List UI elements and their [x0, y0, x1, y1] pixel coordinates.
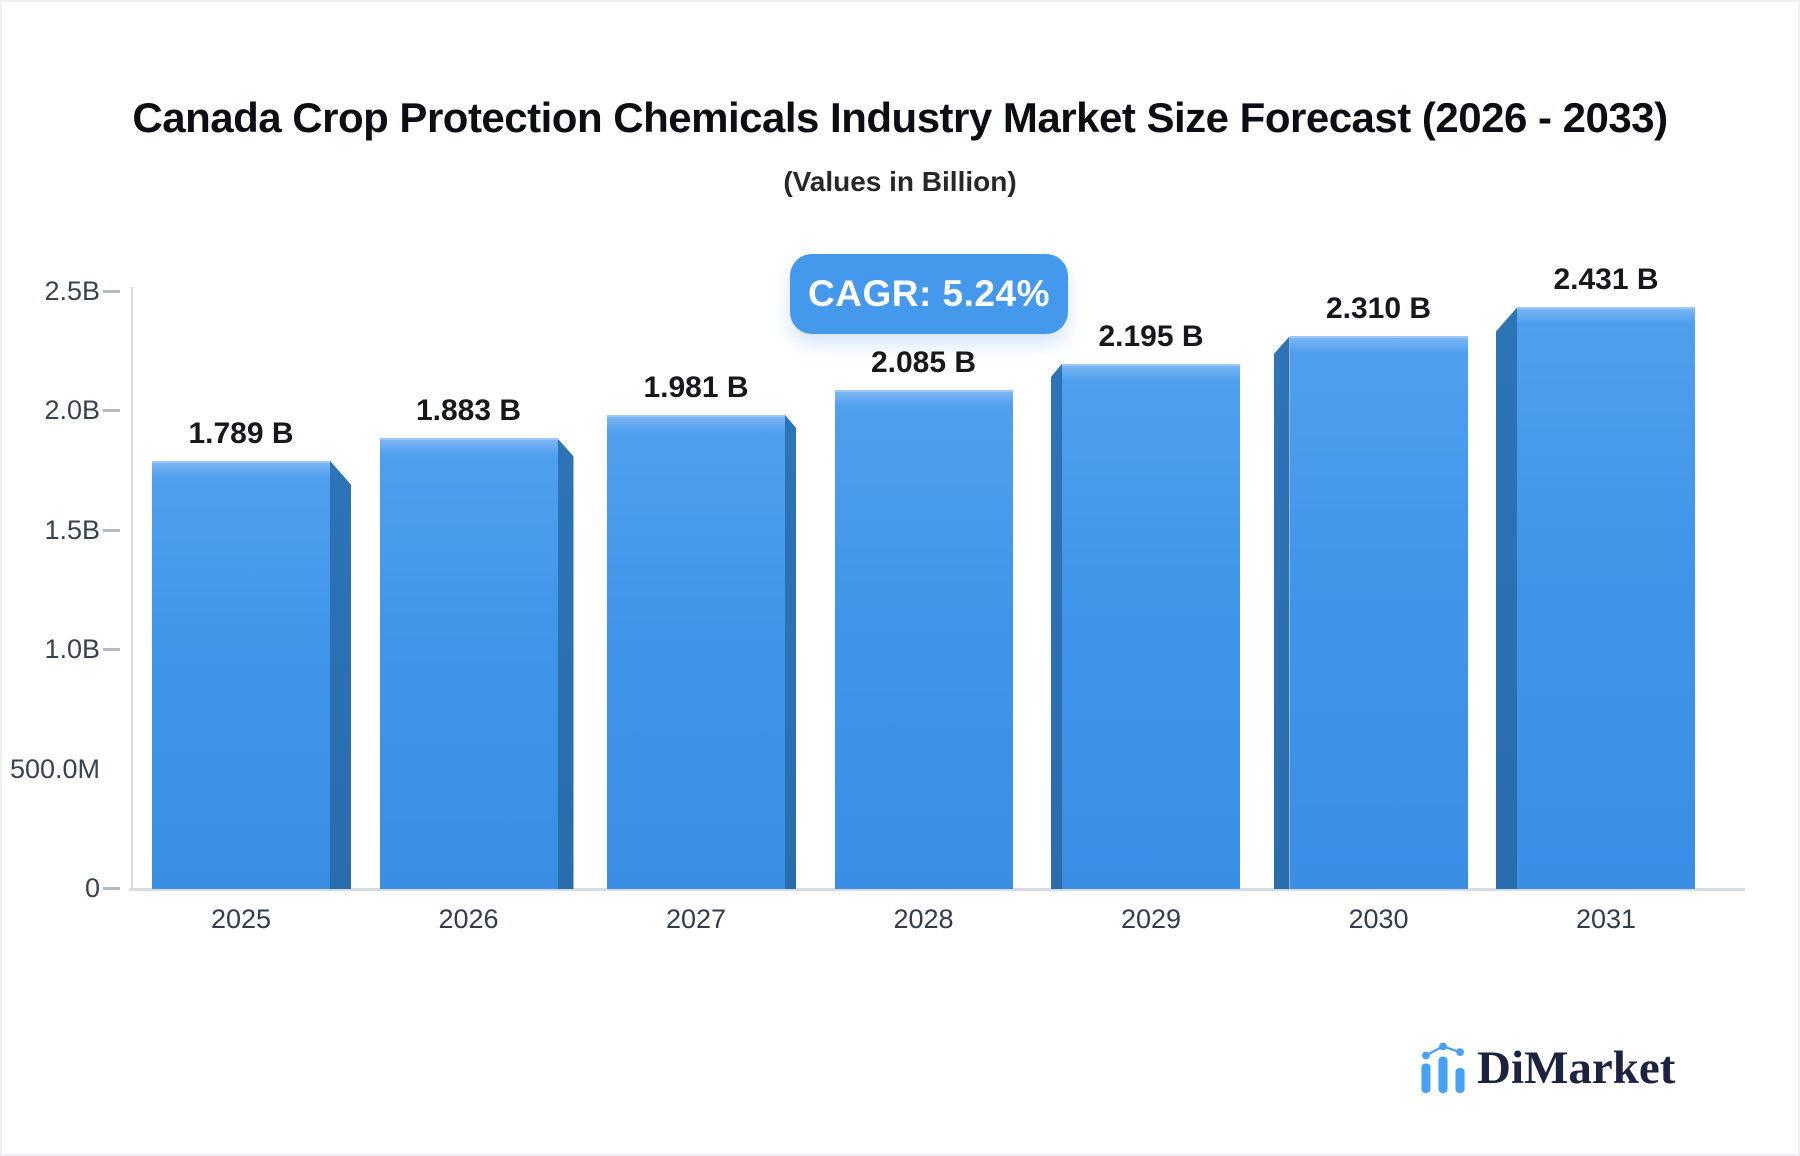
bar-value-label: 2.431 B: [1553, 263, 1659, 297]
y-axis-line: [131, 287, 133, 891]
y-axis-tick: [103, 409, 120, 413]
bar-column-side-face: [330, 460, 351, 889]
cagr-badge: CAGR: 5.24%: [790, 254, 1068, 334]
x-axis-category-label: 2029: [1120, 904, 1182, 934]
bar-value-label: 1.789 B: [188, 416, 294, 450]
bar-column: [834, 390, 1013, 889]
bar-value-label: 1.981 B: [643, 370, 749, 404]
x-axis-category-label: 2025: [210, 904, 272, 934]
cagr-badge-label: CAGR: 5.24%: [808, 273, 1050, 314]
bar-column: [1517, 307, 1695, 889]
bar-value-label: 2.310 B: [1325, 292, 1432, 326]
bar-column: [1289, 336, 1468, 889]
y-axis-tick: [103, 648, 120, 652]
y-axis-tick-label: 0: [84, 873, 100, 903]
x-axis-category-label: 2031: [1575, 904, 1637, 934]
bar-column-side-face: [785, 414, 796, 889]
x-axis-category-label: 2030: [1348, 904, 1409, 934]
y-axis-tick: [103, 528, 120, 532]
x-axis-category-label: 2028: [893, 904, 954, 934]
bar-value-label: 2.085 B: [870, 346, 977, 380]
y-axis-tick-label: 1.0B: [44, 634, 100, 665]
bar-chart-logo-icon: [1421, 1043, 1465, 1093]
bar-column: [1062, 363, 1240, 889]
bar-column-side-face: [1051, 363, 1062, 889]
y-axis-tick-label: 2.5B: [44, 276, 100, 306]
bar-column-side-face: [1273, 336, 1290, 889]
bar-column-side-face: [1496, 307, 1517, 889]
y-axis-tick-label: 500.0M: [9, 753, 100, 784]
y-axis-tick-label: 1.5B: [44, 514, 100, 545]
dimarket-logo-text: DiMarket: [1477, 1042, 1676, 1094]
bar-value-label: 1.883 B: [415, 394, 522, 428]
bar-column: [152, 460, 330, 889]
bar-column: [379, 438, 558, 889]
chart-title: Canada Crop Protection Chemicals Industr…: [132, 94, 1668, 141]
y-axis-tick: [103, 290, 120, 293]
bar-column: [607, 414, 785, 889]
y-axis-tick: [103, 887, 120, 890]
bar-column-side-face: [557, 438, 574, 889]
y-axis-tick-label: 2.0B: [44, 395, 100, 426]
dimarket-logo: DiMarket: [1420, 1042, 1675, 1094]
x-axis-category-label: 2027: [665, 904, 727, 934]
x-axis-category-label: 2026: [438, 904, 499, 934]
bar-value-label: 2.195 B: [1098, 319, 1204, 353]
chart-subtitle: (Values in Billion): [783, 166, 1017, 197]
x-axis-line: [129, 888, 1745, 891]
